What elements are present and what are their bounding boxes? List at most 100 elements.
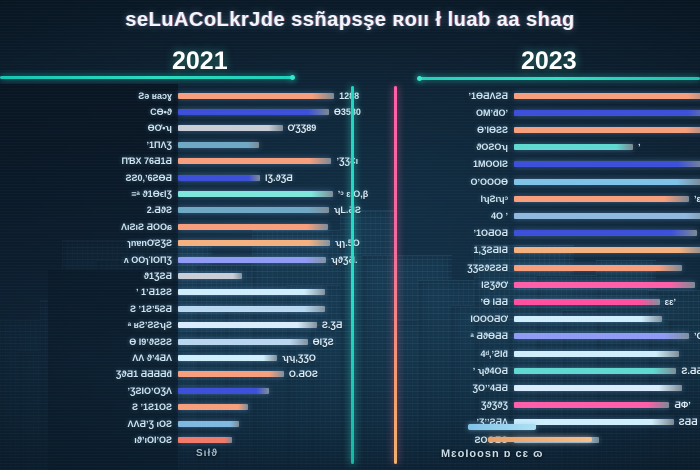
bar[interactable] <box>514 92 700 99</box>
bar-row[interactable]: ᵃ ƋϑƟƋƋ ʼΟ <box>396 330 700 343</box>
bar[interactable] <box>514 281 695 288</box>
bar-row[interactable]: ıϑʼıΟӀʼΟƧ <box>0 433 352 446</box>
bar[interactable] <box>514 178 700 185</box>
footer-legend-bar-blue <box>468 424 536 430</box>
bar[interactable] <box>178 174 261 181</box>
bar-row[interactable]: ΛıƧıƧ ƋOOɕ <box>0 220 352 233</box>
bar[interactable] <box>178 223 328 230</box>
bar[interactable] <box>178 207 329 214</box>
bar-row[interactable]: 4ᵈ,ʼƧΙƌ <box>396 347 700 360</box>
bar-row[interactable]: ΟʼΟΟΟƟ <box>396 175 700 188</box>
bar-row[interactable]: 1,ƷƧƋΙƋʼΙ ƋΙ <box>396 244 700 257</box>
bar-value-label: ʼɛ ϑ <box>694 193 700 204</box>
bar-row[interactable]: ʌ ΟΟɿΊΟΠƷ ʮϑƷƋ. <box>0 253 358 266</box>
bar[interactable] <box>178 256 327 263</box>
bar[interactable] <box>514 247 700 254</box>
bar-row[interactable]: ʼƷƧӀΟʼΟƷΛ <box>0 384 352 397</box>
bar-category-label: CƟ•ϑ <box>150 106 172 117</box>
bar-row[interactable]: ʼ1ΠΛƷ <box>0 138 352 151</box>
bar[interactable] <box>514 419 674 426</box>
bar-row[interactable]: ʼƟ ӀƋƋ ɛɛʼ <box>396 295 700 308</box>
rule-endpoint-left <box>290 75 295 80</box>
bar[interactable] <box>178 289 325 296</box>
bar-value-label: ƧƋƋ <box>678 417 698 428</box>
bar-row[interactable]: Ƨə ʁаɔɣ 1288 <box>0 89 359 102</box>
bar[interactable] <box>514 350 680 357</box>
bar[interactable] <box>178 436 233 443</box>
bar[interactable] <box>514 161 700 168</box>
bar[interactable] <box>514 264 682 271</box>
bar[interactable] <box>178 240 331 247</box>
bar[interactable] <box>178 141 259 148</box>
bar[interactable] <box>514 109 700 116</box>
bar-row[interactable]: 2.ƋϑƧ ʮL.ƋƧ <box>0 204 361 217</box>
bar-row[interactable]: Ƨ ʼ1Ƨ1ΟƧ <box>0 401 352 414</box>
bar-row[interactable]: ʼ1ΟƋΟƋʼΙ ϑ <box>396 227 700 240</box>
bar-row[interactable]: ƷΟʼʼ4ƋƋ <box>396 381 700 394</box>
bar[interactable] <box>178 272 242 279</box>
bar-row[interactable]: 1ΜΟΟӀƧʼ <box>396 158 700 171</box>
bar[interactable] <box>514 230 698 237</box>
bar-row[interactable]: ϑ1ƷƧƋ <box>0 269 352 282</box>
bar-value-label: ʼ <box>638 142 641 153</box>
bar[interactable] <box>178 420 239 427</box>
bar[interactable] <box>514 384 682 391</box>
bar-row[interactable]: ᵃ ʁƧʼƧƧʮƧ Ƨ.ƷƋ <box>0 319 352 332</box>
bar[interactable] <box>178 322 317 329</box>
bar-row[interactable]: ΛΛ ϑʼ4ƋΛ ʮʮ,ƷƷΟ <box>0 351 352 364</box>
bar-category-label: ΟʼΟΟΟƟ <box>470 176 508 187</box>
bar[interactable] <box>178 108 329 115</box>
bar[interactable] <box>178 125 283 132</box>
bar[interactable] <box>178 158 332 165</box>
bar[interactable] <box>514 126 700 133</box>
bar[interactable] <box>514 298 660 305</box>
bar-category-label: ʼƷƧӀΟʼΟƷΛ <box>127 385 172 396</box>
bar-row[interactable]: ʼ1ƟƋΛƧƋ <box>396 89 700 102</box>
bar-category-label: ıϑʼıΟӀʼΟƧ <box>134 434 172 445</box>
bar[interactable] <box>178 338 308 345</box>
bar-row[interactable]: ΠƁX 76Ƌ1Ƌ ʼƷƷƐı <box>0 155 359 168</box>
bar-row[interactable]: ΙʮƧιʮᵓ ʼɛ ϑ <box>396 192 700 205</box>
bar-category-label: ʼ1ƟƋΛƧƋ <box>468 90 508 101</box>
bar-row[interactable]: ʼ ʮϑ4ΟƋ Ƨ.ƋƋʼ <box>396 364 700 377</box>
bar-row[interactable]: ΟΜʼƌΟʼ <box>396 106 700 119</box>
year-heading-left: 2021 <box>172 47 228 75</box>
bar-row[interactable]: CƟ•ϑ Ɵ3580 <box>0 105 361 118</box>
bar[interactable] <box>178 371 284 378</box>
bar[interactable] <box>178 190 333 197</box>
bar[interactable] <box>514 367 677 374</box>
bar-category-label: ΙʮƧιʮᵓ <box>480 193 508 204</box>
bar-row[interactable]: ƷϑƷϑƷ ƋΦʼ <box>396 399 700 412</box>
bar[interactable] <box>178 404 249 411</box>
bar-row[interactable]: ƟʼƖƟƧƧ <box>396 123 700 136</box>
bar[interactable] <box>514 144 633 151</box>
bar[interactable] <box>178 387 270 394</box>
bar-row[interactable]: Ƨ ʼ1Ƨʼ5ƧƋ <box>0 302 352 315</box>
bar-row[interactable]: ɿnɐnƠƧƷƧ ʮɿ.5Ο <box>0 237 359 250</box>
bar[interactable] <box>514 212 700 219</box>
bar-row[interactable]: ƟƠ•ʮ ƠƷƷ89 <box>0 122 352 135</box>
bar-row[interactable]: ƷƷƧϑƧƧƋ <box>396 261 700 274</box>
bar-row[interactable]: Ɵ Ӏ9ʼϑƧƧƧ ƟΙƷƧ <box>0 335 352 348</box>
bar[interactable] <box>514 402 670 409</box>
bar-row[interactable]: ΛΛƋʼƷ ιΟƧ <box>0 417 352 430</box>
bar-value-label: Ƨ.ƷƋ <box>321 320 343 331</box>
bar[interactable] <box>514 316 663 323</box>
bar-row[interactable]: ӀΟΟΟƋƠ <box>396 313 700 326</box>
bar-category-label: 1ΜΟΟӀƧ <box>472 159 508 170</box>
bar-row[interactable]: ʼ 1ʼƋ1ƧƧ <box>0 286 352 299</box>
bar-row[interactable]: ʼƷʼʼƧƋΛ ƧƋƋ <box>396 416 700 429</box>
bar[interactable] <box>178 92 335 99</box>
bar-row[interactable]: ϑΟƧΟʮ ʼ <box>396 141 700 154</box>
bar[interactable] <box>514 195 689 202</box>
year-underline-left <box>0 75 295 80</box>
bar-row[interactable]: ƧƧ0,ʼ6ƧƟƋ ƖƷ.ϑƷƋ <box>0 171 352 184</box>
bar-row[interactable]: ƷϑƋ1 ƋƋƋƋƌ Ο.ƋΟƧ <box>0 368 352 381</box>
bar[interactable] <box>514 333 689 340</box>
bar-row[interactable]: ӀƧƷϑƠ <box>396 278 700 291</box>
bar[interactable] <box>178 305 325 312</box>
bar-row[interactable]: 4Ο ʼ <box>396 209 700 222</box>
bar[interactable] <box>178 354 278 361</box>
bar-row[interactable]: ≡ᵃ ϑ1ƟϵӀƷ ʼᵓ ɛ.Ο,β <box>0 187 368 200</box>
